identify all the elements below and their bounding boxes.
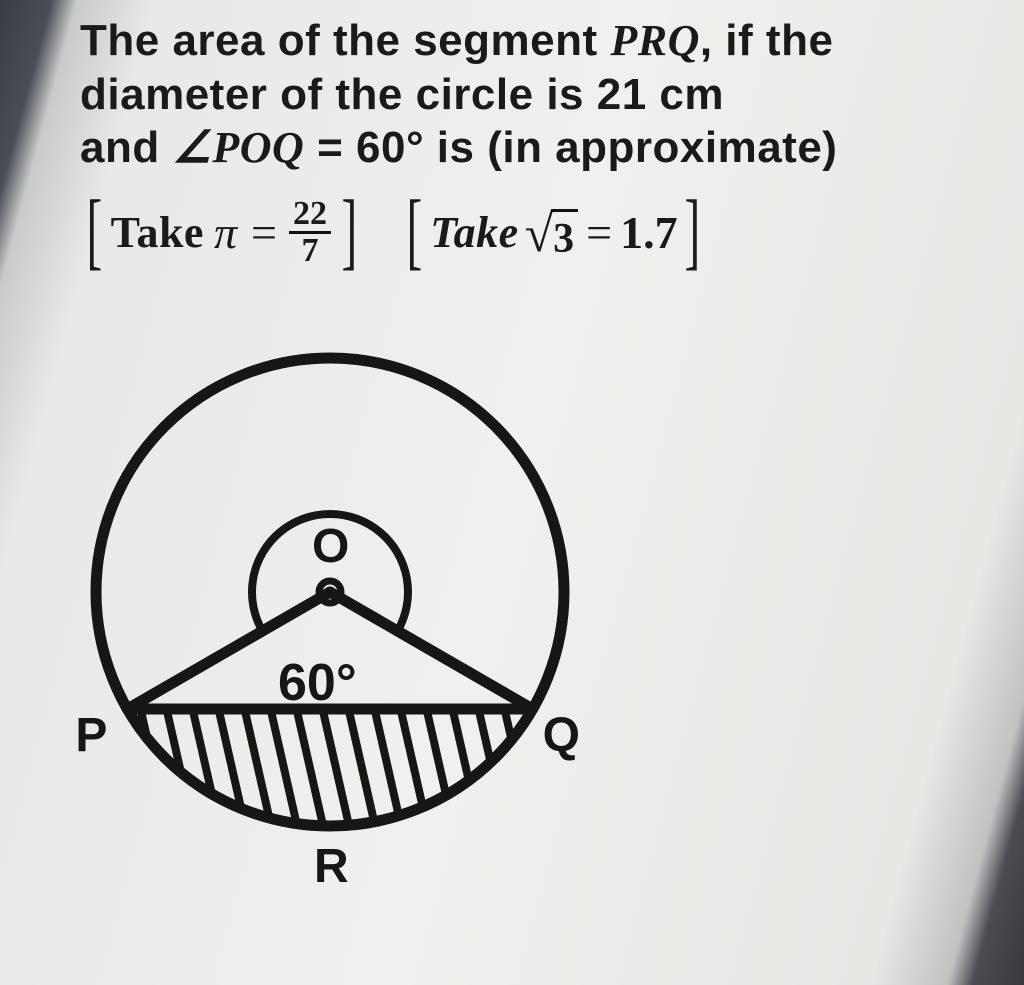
sqrt-value: 1.7 [620, 210, 678, 256]
svg-text:Q: Q [543, 709, 580, 762]
svg-text:P: P [75, 709, 107, 762]
hints-row: [ Take π = 22 7 ] [ Take √ 3 = 1.7 ] [80, 197, 940, 268]
pi-fraction: 22 7 [289, 197, 331, 268]
right-bracket-icon: ] [341, 196, 357, 265]
angle-symbol: ∠ [172, 123, 212, 172]
angle-value: = 60 [304, 123, 406, 172]
right-bracket-icon-2: ] [684, 196, 700, 265]
equals-1: = [251, 210, 277, 256]
take-label-1: Take [111, 211, 204, 255]
svg-text:O: O [312, 520, 349, 573]
text-line3b: is (in approximate) [424, 123, 837, 172]
sqrt-argument: 3 [551, 209, 578, 260]
sqrt-expression: √ 3 [525, 209, 579, 261]
left-bracket-icon-2: [ [406, 196, 422, 265]
pi-symbol: π [214, 210, 237, 256]
circle-diagram: O P Q R 60° [70, 294, 940, 899]
hint-sqrt: [ Take √ 3 = 1.7 ] [400, 198, 707, 267]
problem-page: The area of the segment PRQ, if the diam… [80, 0, 940, 899]
frac-denominator: 7 [297, 234, 322, 268]
degree-symbol: ° [406, 123, 424, 172]
frac-numerator: 22 [289, 197, 331, 234]
text-line2: diameter of the circle is 21 cm [80, 70, 724, 119]
segment-name: PRQ [610, 16, 700, 65]
hint-pi: [ Take π = 22 7 ] [80, 197, 364, 268]
left-bracket-icon: [ [86, 196, 102, 265]
equals-2: = [586, 210, 612, 256]
text-line1a: The area of the segment [80, 16, 610, 65]
angle-name: POQ [212, 123, 304, 172]
svg-text:60°: 60° [278, 654, 357, 712]
problem-text: The area of the segment PRQ, if the diam… [80, 14, 940, 175]
take-label-2: Take [430, 211, 518, 255]
svg-text:R: R [314, 840, 349, 893]
text-line1b: , if the [700, 16, 834, 65]
diagram-svg: O P Q R 60° [70, 294, 630, 894]
text-line3a: and [80, 123, 172, 172]
sqrt-icon: √ [525, 209, 554, 261]
